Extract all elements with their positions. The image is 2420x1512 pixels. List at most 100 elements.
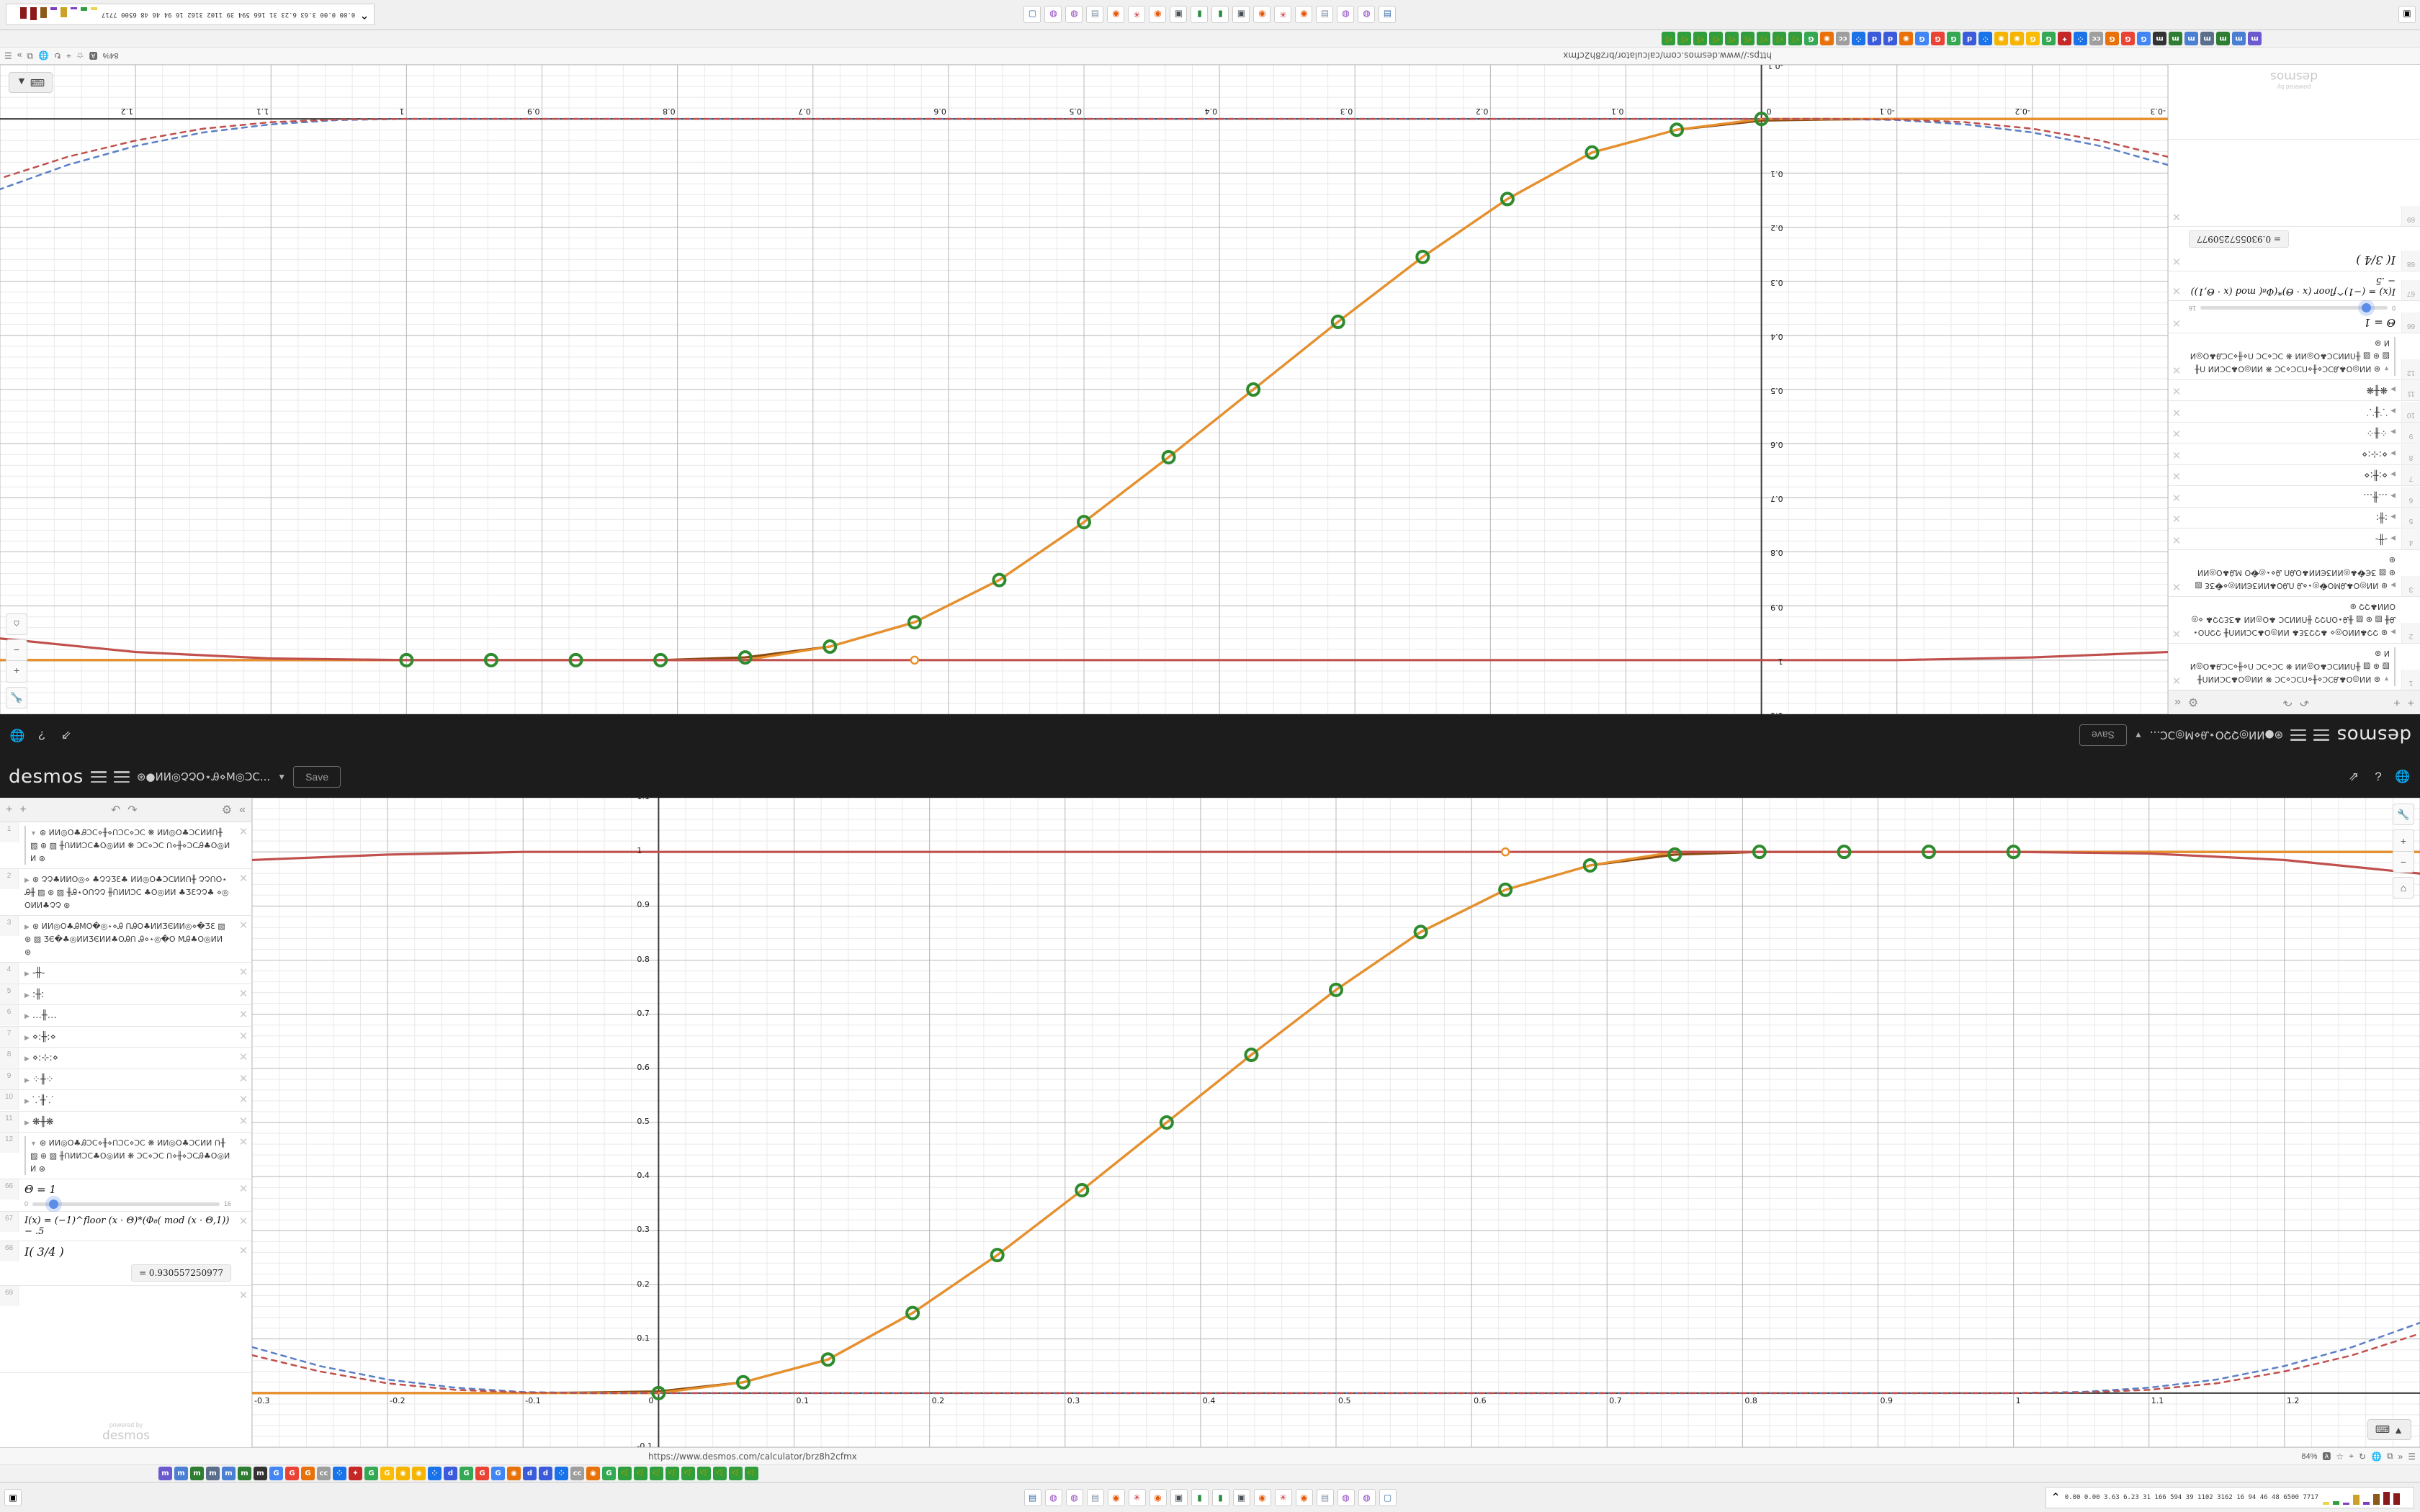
- expression-row[interactable]: 4 ▶-╫- ✕: [2169, 528, 2420, 549]
- save-button[interactable]: Save: [293, 766, 341, 788]
- browser-menu-icon[interactable]: ☰: [4, 50, 12, 61]
- bookmark-icon[interactable]: m: [222, 1467, 236, 1480]
- settings-icon[interactable]: ✳: [1274, 6, 1292, 24]
- expression-row[interactable]: 69 ✕: [2169, 138, 2420, 226]
- bookmark-icon[interactable]: cc: [2089, 32, 2103, 45]
- expression-body[interactable]: Θ = 1 0 16: [19, 1179, 236, 1212]
- delete-expression-icon[interactable]: ✕: [238, 1030, 248, 1043]
- expression-body[interactable]: ▶⸪╫⸪: [19, 1090, 236, 1111]
- delete-expression-icon[interactable]: ✕: [238, 1051, 248, 1064]
- expression-body[interactable]: ▶❋╫❋: [19, 1112, 236, 1133]
- chevron-right-icon[interactable]: ▶: [2390, 449, 2396, 457]
- share-icon[interactable]: ⇗: [60, 729, 72, 742]
- expression-body[interactable]: ▶⋄:╫:⋄: [19, 1027, 236, 1048]
- expression-row[interactable]: 11 ▶❋╫❋ ✕: [0, 1111, 251, 1133]
- terminal-icon[interactable]: ▮: [1211, 6, 1229, 24]
- delete-expression-icon[interactable]: ✕: [238, 1215, 248, 1228]
- delete-expression-icon[interactable]: ✕: [238, 1245, 248, 1258]
- add-expression-button[interactable]: +: [2407, 696, 2414, 709]
- delete-expression-icon[interactable]: ✕: [238, 1115, 248, 1128]
- list-icon[interactable]: [113, 771, 130, 783]
- save-icon[interactable]: ▣: [1170, 1488, 1188, 1506]
- delete-expression-icon[interactable]: ✕: [2172, 316, 2182, 329]
- extensions-icon[interactable]: ⧉: [2386, 1451, 2393, 1461]
- expression-body[interactable]: ▶:╫:: [19, 984, 236, 1005]
- reload-icon[interactable]: ↻: [2358, 1451, 2367, 1462]
- bookmark-icon[interactable]: d: [1963, 32, 1976, 45]
- bookmark-icon[interactable]: ◉: [1899, 32, 1913, 45]
- bookmark-icon[interactable]: G: [2026, 32, 2040, 45]
- expression-body[interactable]: ▼⊛ ИИ◎Ο♣ᎯƆC⋄╫⋄ՈƆC⋄ƆC ❋ ИИ◎Ο♣ƆCИИՈ╫ ▨ ⊛ ▨…: [2184, 644, 2401, 690]
- help-icon[interactable]: ?: [38, 729, 45, 742]
- zoom-in-icon[interactable]: +: [2393, 829, 2414, 851]
- expression-body[interactable]: ▶⊛ ՉՉ♣ИИΟ◎⋄ ♣ՉՉƷƐ♣ ИИ◎Ο♣ƆCИИՈ╫ ՉՉՈΟ⋆Ꭿ╫ ▨…: [19, 869, 236, 915]
- bookmark-icon[interactable]: m: [158, 1467, 172, 1480]
- language-icon[interactable]: 🌐: [9, 729, 25, 742]
- collapse-panel-icon[interactable]: «: [2174, 696, 2181, 709]
- collapse-panel-icon[interactable]: «: [239, 803, 246, 816]
- expression-body[interactable]: ▶:╫:: [2184, 508, 2401, 528]
- show-desktop-icon[interactable]: ▣: [4, 1488, 22, 1506]
- slider-knob[interactable]: [2361, 303, 2371, 313]
- expression-body[interactable]: ▶⋄:⊹:⋄: [2184, 444, 2401, 464]
- slider-track[interactable]: [32, 1195, 220, 1212]
- undo-icon[interactable]: ↶: [2299, 696, 2310, 708]
- firefox-icon[interactable]: ◉: [1295, 1488, 1313, 1506]
- chevron-right-icon[interactable]: ▶: [24, 876, 30, 883]
- url-text[interactable]: https://www.desmos.com/calculator/brz8h2…: [1563, 50, 1772, 61]
- bookmark-icon[interactable]: d: [1868, 32, 1881, 45]
- terminal-icon[interactable]: ▮: [1211, 1488, 1229, 1506]
- chevron-down-icon[interactable]: ▼: [2383, 675, 2390, 683]
- expression-row[interactable]: 66 Θ = 1 0 16 ✕: [2169, 300, 2420, 333]
- bookmark-icon[interactable]: G: [301, 1467, 315, 1480]
- bookmark-icon[interactable]: d: [523, 1467, 537, 1480]
- expression-row[interactable]: 2▶⊛ ՉՉ♣ИИΟ◎⋄ ♣ՉՉƷƐ♣ ИИ◎Ο♣ƆCИИՈ╫ ՉՉՈΟ⋆Ꭿ╫ …: [2169, 596, 2420, 643]
- bookmark-icon[interactable]: G: [460, 1467, 473, 1480]
- firefox-icon[interactable]: ◉: [1107, 1488, 1125, 1506]
- chevron-right-icon[interactable]: ▶: [2390, 386, 2396, 394]
- graph-canvas[interactable]: 🔧 + − ⌂ ⌨ ▲ -0.3 -0.2 -0.1 0.1 0.2 0.3 0.4 0.5 0…: [252, 798, 2420, 1447]
- delete-expression-icon[interactable]: ✕: [2172, 363, 2182, 376]
- delete-expression-icon[interactable]: ✕: [238, 1136, 248, 1149]
- expression-row[interactable]: 7 ▶⋄:╫:⋄ ✕: [0, 1026, 251, 1048]
- bookmark-icon[interactable]: ◉: [1820, 32, 1834, 45]
- add-expression-button[interactable]: +: [6, 803, 13, 816]
- bookmark-icon[interactable]: ✦: [2058, 32, 2071, 45]
- text-editor-icon[interactable]: ▤: [1316, 1488, 1334, 1506]
- chevron-right-icon[interactable]: ▶: [24, 1076, 30, 1084]
- chevron-right-icon[interactable]: ▶: [2390, 582, 2396, 589]
- expression-row[interactable]: 6 ▶…╫… ✕: [0, 1005, 251, 1027]
- expression-row[interactable]: 8 ▶⋄:⊹:⋄ ✕: [0, 1048, 251, 1069]
- expression-row[interactable]: 5 ▶:╫: ✕: [2169, 506, 2420, 528]
- graph-title[interactable]: ⊛●ИИ◎ՉՉO⋆Ꭿ⋄Ⅿ◎ƆC...: [136, 770, 271, 783]
- keyboard-toggle-button[interactable]: ⌨ ▲: [9, 72, 53, 93]
- expression-row[interactable]: 8 ▶⋄:⊹:⋄ ✕: [2169, 443, 2420, 464]
- bookmark-icon[interactable]: 🌿: [1788, 32, 1802, 45]
- gear-icon[interactable]: ⚙: [2187, 696, 2199, 708]
- expression-row[interactable]: 11 ▶❋╫❋ ✕: [2169, 379, 2420, 401]
- delete-expression-icon[interactable]: ✕: [238, 919, 248, 932]
- firefox-icon[interactable]: ◍: [1044, 6, 1062, 24]
- expression-row[interactable]: 4 ▶-╫- ✕: [0, 963, 251, 984]
- delete-expression-icon[interactable]: ✕: [2172, 448, 2182, 461]
- firefox-icon[interactable]: ◉: [1295, 6, 1313, 24]
- bookmark-icon[interactable]: G: [2121, 32, 2135, 45]
- bookmark-icon[interactable]: m: [2248, 32, 2262, 45]
- settings-icon[interactable]: ✳: [1128, 1488, 1146, 1506]
- firefox-icon[interactable]: ◉: [1253, 1488, 1271, 1506]
- bookmark-icon[interactable]: m: [2216, 32, 2230, 45]
- share-icon[interactable]: ⇗: [2348, 770, 2360, 783]
- chevron-down-icon[interactable]: ▼: [277, 772, 287, 782]
- expression-body[interactable]: [2184, 140, 2401, 226]
- bookmark-icon[interactable]: G: [1947, 32, 1960, 45]
- expression-list[interactable]: 1▼⊛ ИИ◎Ο♣ᎯƆC⋄╫⋄ՈƆC⋄ƆC ❋ ИИ◎Ο♣ƆCИИՈ╫ ▨ ⊛ …: [2169, 65, 2420, 690]
- expression-body[interactable]: [19, 1286, 236, 1372]
- expression-row[interactable]: 1▼⊛ ИИ◎Ο♣ᎯƆC⋄╫⋄ՈƆC⋄ƆC ❋ ИИ◎Ο♣ƆCИИՈ╫ ▨ ⊛ …: [0, 822, 251, 869]
- firefox-icon[interactable]: ◍: [1358, 1488, 1376, 1506]
- bookmark-icon[interactable]: ⁘: [428, 1467, 442, 1480]
- chevron-right-icon[interactable]: ▶: [2390, 535, 2396, 542]
- bookmark-icon[interactable]: ◉: [412, 1467, 426, 1480]
- text-editor-icon[interactable]: ▤: [1086, 1488, 1104, 1506]
- bookmark-icon[interactable]: 🌿: [745, 1467, 758, 1480]
- expression-body[interactable]: ▶❋╫❋: [2184, 380, 2401, 401]
